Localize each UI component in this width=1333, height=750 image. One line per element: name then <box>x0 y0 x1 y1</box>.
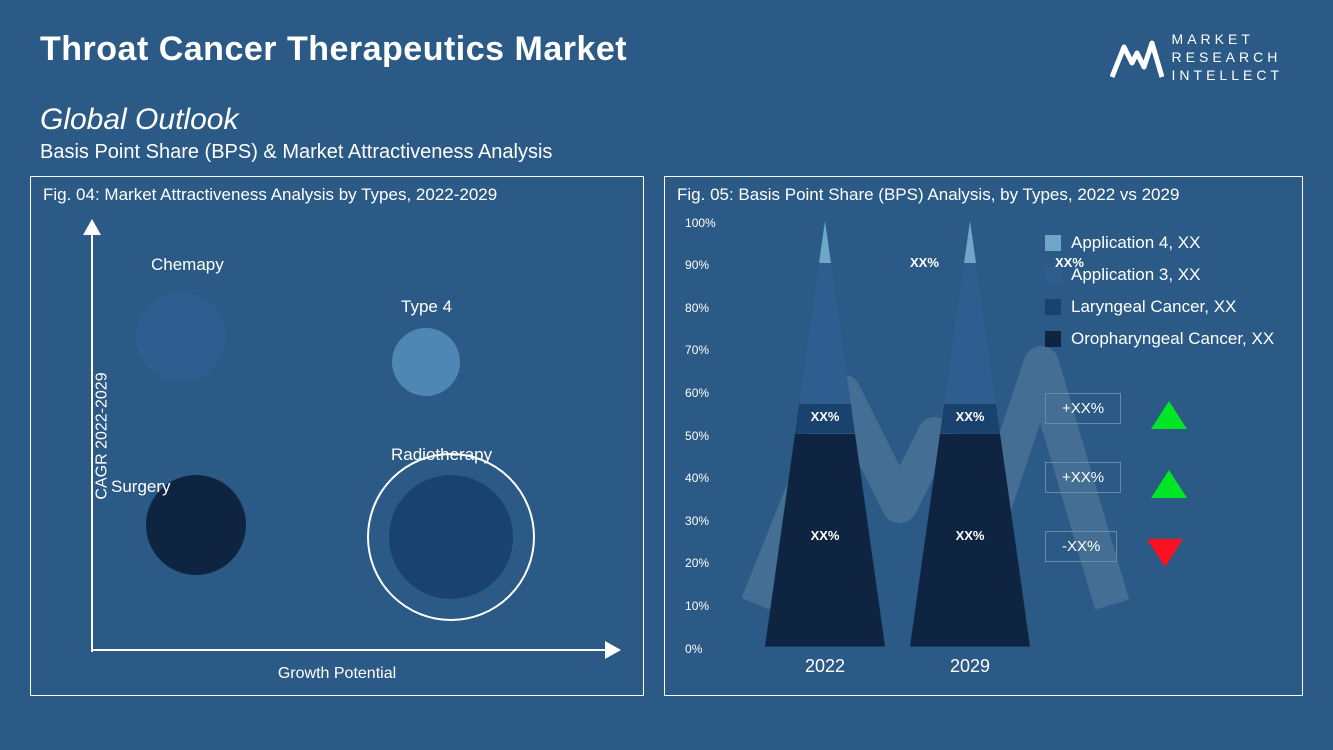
legend-swatch <box>1045 235 1061 251</box>
y-tick: 40% <box>685 471 709 485</box>
x-category: 2022 <box>805 656 845 677</box>
y-tick: 10% <box>685 599 709 613</box>
bubble <box>392 328 460 396</box>
page-title: Throat Cancer Therapeutics Market <box>40 30 627 69</box>
bubble <box>136 292 226 382</box>
logo: MARKET RESEARCH INTELLECT <box>1110 30 1283 85</box>
cone-segment <box>765 263 885 404</box>
y-tick: 90% <box>685 258 709 272</box>
triangle-up-icon <box>1151 401 1187 429</box>
bubble-label: Type 4 <box>401 297 452 317</box>
header: Throat Cancer Therapeutics Market MARKET… <box>0 0 1333 95</box>
bubble-label: Chemapy <box>151 255 224 275</box>
fig05-legend: Application 4, XX Application 3, XX Laryng… <box>1045 233 1302 361</box>
legend-swatch <box>1045 331 1061 347</box>
fig05-panel: Fig. 05: Basis Point Share (BPS) Analysi… <box>664 176 1303 696</box>
logo-line3: INTELLECT <box>1172 66 1283 84</box>
change-row: +XX% <box>1045 462 1187 507</box>
bubble-label: Surgery <box>111 477 171 497</box>
fig05-xcats: 2022 2029 <box>735 647 1302 695</box>
change-value: +XX% <box>1045 393 1121 424</box>
y-tick: 70% <box>685 343 709 357</box>
y-tick: 0% <box>685 642 702 656</box>
legend-swatch <box>1045 299 1061 315</box>
segment-label: XX% <box>811 528 840 543</box>
bubble-label: Radiotherapy <box>391 445 492 465</box>
legend-item: Application 3, XX <box>1045 265 1302 285</box>
cone: XX%XX%XX% <box>910 221 1030 647</box>
bubble <box>389 475 513 599</box>
legend-label: Laryngeal Cancer, XX <box>1071 297 1236 317</box>
segment-label: XX% <box>811 409 840 424</box>
fig05-cone-area: XX%XX%XX%XX%XX%XX% <box>735 223 1015 647</box>
fig05-changes: +XX% +XX% -XX% <box>1045 393 1187 600</box>
cone-segment <box>765 221 885 264</box>
change-value: -XX% <box>1045 531 1117 562</box>
subtitle-block: Global Outlook Basis Point Share (BPS) &… <box>0 95 1333 168</box>
cone-segment <box>910 221 1030 264</box>
legend-item: Application 4, XX <box>1045 233 1302 253</box>
analysis-label: Basis Point Share (BPS) & Market Attract… <box>40 141 1293 164</box>
logo-text: MARKET RESEARCH INTELLECT <box>1172 30 1283 85</box>
legend-label: Application 3, XX <box>1071 265 1200 285</box>
logo-icon <box>1110 33 1164 81</box>
change-row: -XX% <box>1045 531 1187 576</box>
legend-item: Oropharyngeal Cancer, XX <box>1045 329 1302 349</box>
logo-line2: RESEARCH <box>1172 48 1283 66</box>
legend-item: Laryngeal Cancer, XX <box>1045 297 1302 317</box>
y-tick: 50% <box>685 429 709 443</box>
charts-row: Fig. 04: Market Attractiveness Analysis … <box>0 168 1333 716</box>
y-tick: 20% <box>685 556 709 570</box>
subtitle: Global Outlook <box>40 103 1293 137</box>
segment-label: XX% <box>956 409 985 424</box>
fig04-panel: Fig. 04: Market Attractiveness Analysis … <box>30 176 644 696</box>
legend-label: Application 4, XX <box>1071 233 1200 253</box>
y-tick: 80% <box>685 301 709 315</box>
change-row: +XX% <box>1045 393 1187 438</box>
legend-label: Oropharyngeal Cancer, XX <box>1071 329 1274 349</box>
segment-label: XX% <box>956 528 985 543</box>
fig05-inner: 0% 10% 20% 30% 40% 50% 60% 70% 80% 90% 100% XX% XX%… <box>665 213 1302 695</box>
triangle-up-icon <box>1151 470 1187 498</box>
fig05-caption: Fig. 05: Basis Point Share (BPS) Analysi… <box>665 177 1302 213</box>
cone-segment <box>910 263 1030 404</box>
bubble-area: Chemapy Type 4 Surgery Radiotherapy <box>31 177 643 695</box>
logo-line1: MARKET <box>1172 30 1283 48</box>
cone: XX%XX%XX% <box>765 221 885 647</box>
legend-swatch <box>1045 267 1061 283</box>
y-tick: 60% <box>685 386 709 400</box>
y-tick: 100% <box>685 216 716 230</box>
y-tick: 30% <box>685 514 709 528</box>
change-value: +XX% <box>1045 462 1121 493</box>
x-category: 2029 <box>950 656 990 677</box>
triangle-down-icon <box>1147 539 1183 567</box>
